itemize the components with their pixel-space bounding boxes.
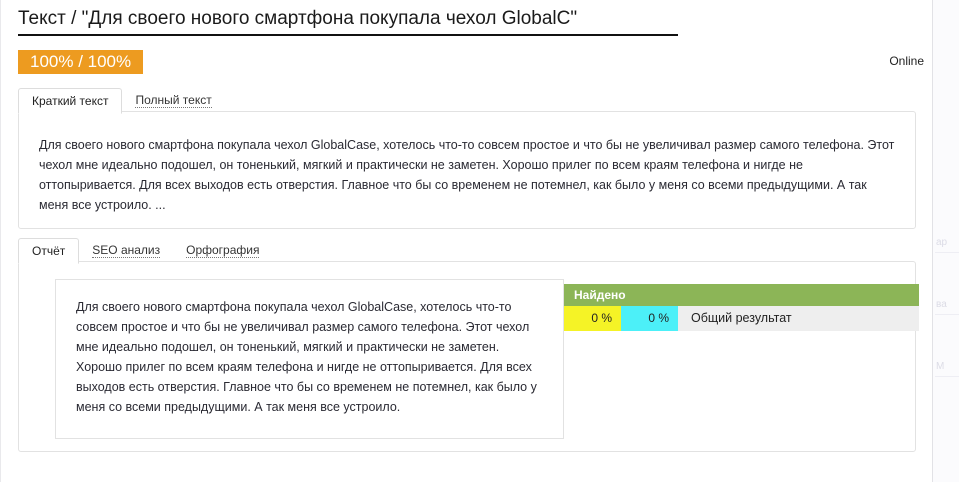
tab-orfografiya[interactable]: Орфография [173,238,272,264]
tab-label: Полный текст [135,93,212,108]
tab-kratkiy-tekst[interactable]: Краткий текст [18,88,123,114]
score-badge: 100% / 100% [18,50,144,74]
ghost-separator [935,314,959,315]
left-page-border [0,0,1,482]
metric-yellow-value: 0 % [564,306,621,331]
ghost-separator [935,376,959,377]
ghost-line: ар [936,238,948,247]
results-table-header: Найдено [564,284,919,306]
metric-cyan-value: 0 % [621,306,678,331]
tab-label: SEO анализ [92,243,161,258]
report-body: Для своего нового смартфона покупала чех… [76,300,537,414]
report-text-box: Для своего нового смартфона покупала чех… [55,279,564,439]
tab-label: Отчёт [32,244,66,258]
ghost-separator [935,252,959,253]
tab-otchet[interactable]: Отчёт [18,238,80,264]
report-panel: Для своего нового смартфона покупала чех… [18,261,919,452]
short-text-body: Для своего нового смартфона покупала чех… [39,138,895,212]
tab-label: Орфография [186,243,260,258]
result-row-label: Общий результат [678,306,919,331]
right-page-border [932,0,933,482]
text-tabbar: Краткий текст Полный текст [18,88,225,114]
tab-polnyy-tekst[interactable]: Полный текст [122,88,224,114]
title-underline-rule [18,34,678,36]
short-text-panel: Для своего нового смартфона покупала чех… [18,111,916,229]
ghost-line: М [936,362,945,371]
results-table: Найдено 0 % 0 % Общий результат [564,284,919,331]
ghost-line: ва [936,300,947,309]
analysis-tabbar: Отчёт SEO анализ Орфография [18,238,272,264]
table-row: 0 % 0 % Общий результат [564,306,919,331]
tab-seo-analiz[interactable]: SEO анализ [79,238,173,264]
status-badge: Online [889,54,924,68]
ghost-sidebar: ар ва М [933,0,959,482]
tab-label: Краткий текст [32,94,109,108]
page-title: Текст / "Для своего нового смартфона пок… [18,8,578,29]
